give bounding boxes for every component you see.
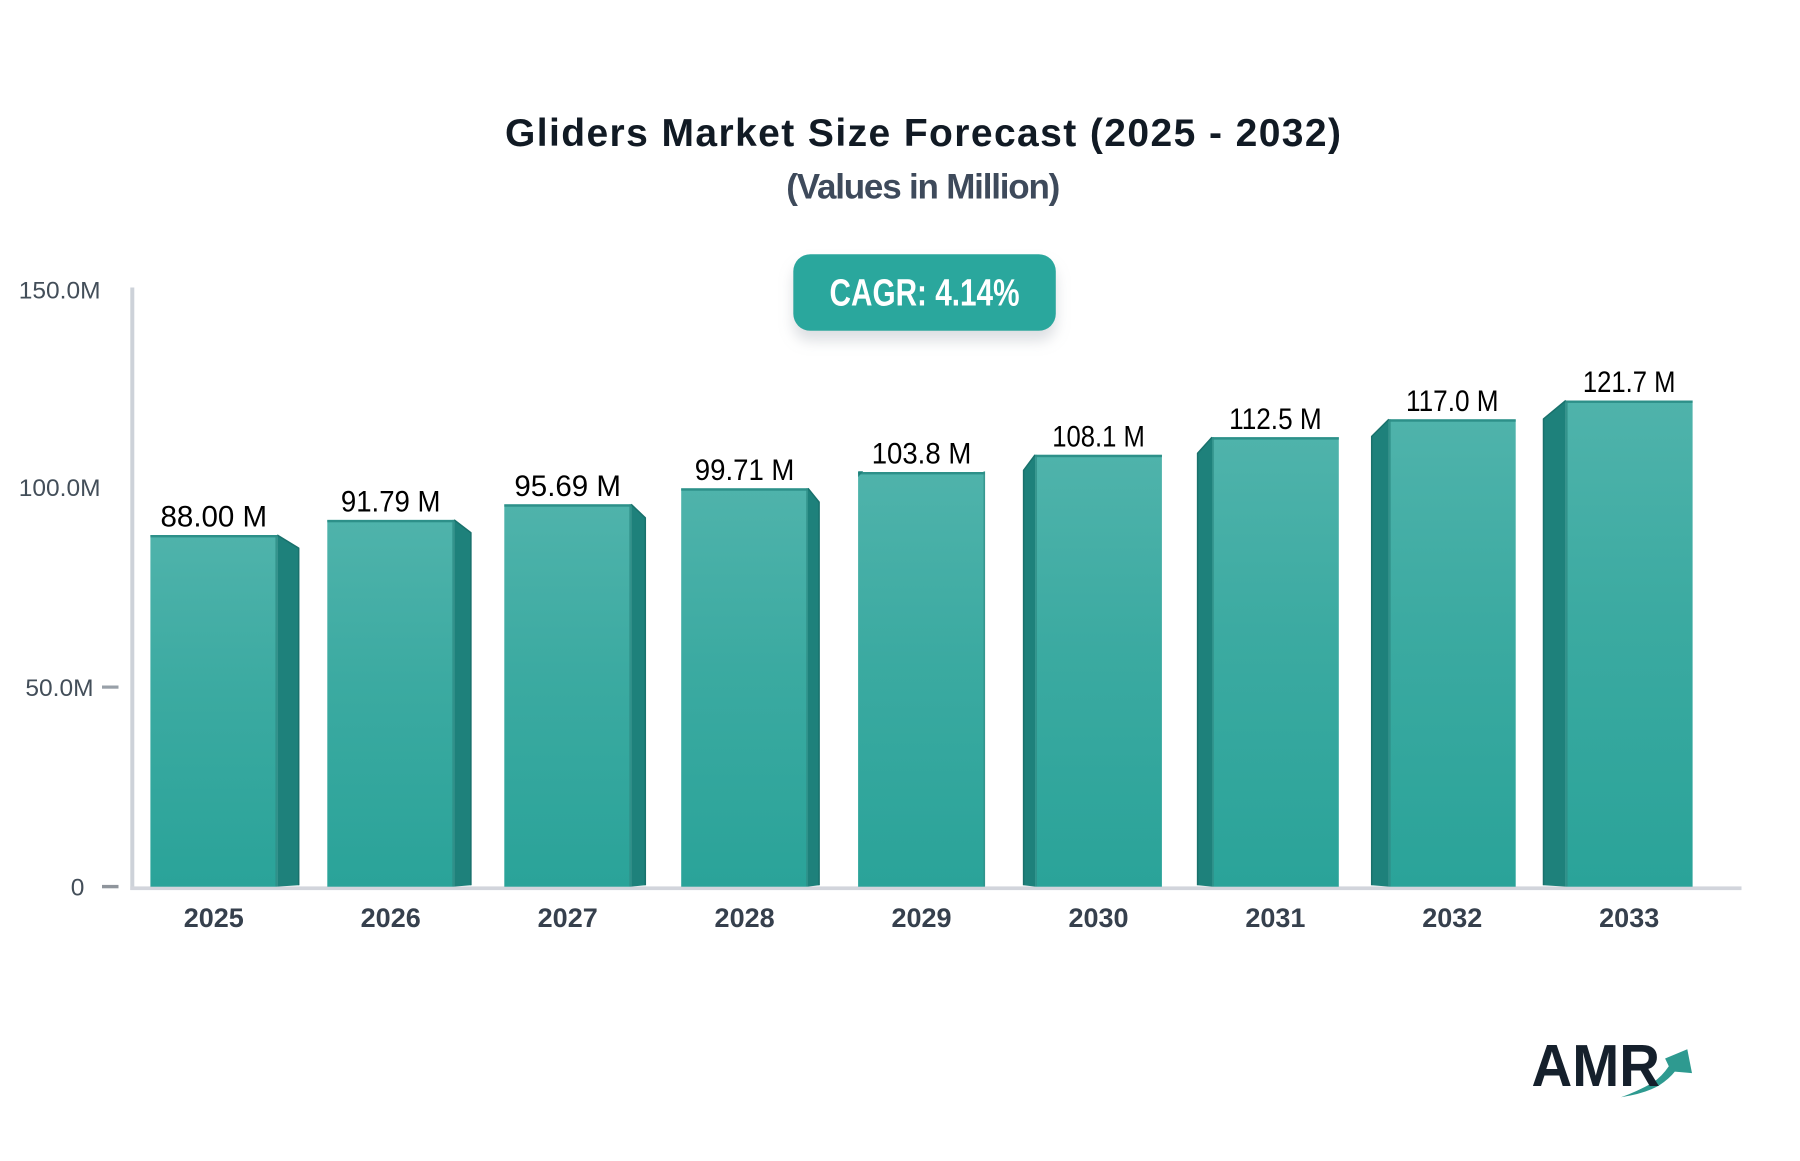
- svg-text:2031: 2031: [1245, 903, 1305, 933]
- svg-text:91.79 M: 91.79 M: [341, 486, 441, 519]
- svg-text:50.0M: 50.0M: [25, 675, 93, 702]
- svg-text:2029: 2029: [891, 903, 951, 933]
- svg-text:112.5 M: 112.5 M: [1229, 403, 1322, 436]
- svg-text:117.0 M: 117.0 M: [1406, 385, 1499, 418]
- svg-text:2030: 2030: [1068, 903, 1128, 933]
- svg-text:2032: 2032: [1422, 903, 1482, 933]
- svg-text:2026: 2026: [361, 903, 421, 933]
- svg-text:AMR: AMR: [1532, 1033, 1661, 1099]
- svg-text:150.0M: 150.0M: [19, 277, 101, 304]
- svg-text:CAGR: 4.14%: CAGR: 4.14%: [830, 273, 1020, 315]
- svg-text:121.7 M: 121.7 M: [1583, 366, 1676, 399]
- svg-text:103.8 M: 103.8 M: [872, 438, 972, 471]
- svg-text:Gliders Market Size Forecast (: Gliders Market Size Forecast (2025 - 203…: [505, 112, 1341, 155]
- svg-text:2025: 2025: [184, 903, 244, 933]
- svg-text:88.00 M: 88.00 M: [161, 501, 268, 534]
- svg-text:108.1 M: 108.1 M: [1052, 421, 1145, 454]
- svg-text:99.71 M: 99.71 M: [695, 454, 795, 487]
- svg-text:2027: 2027: [538, 903, 598, 933]
- svg-text:2033: 2033: [1599, 903, 1659, 933]
- svg-text:0: 0: [71, 874, 85, 901]
- svg-text:95.69 M: 95.69 M: [514, 470, 621, 503]
- svg-text:100.0M: 100.0M: [19, 475, 101, 502]
- svg-text:(Values in Million): (Values in Million): [786, 168, 1060, 207]
- svg-text:2028: 2028: [715, 903, 775, 933]
